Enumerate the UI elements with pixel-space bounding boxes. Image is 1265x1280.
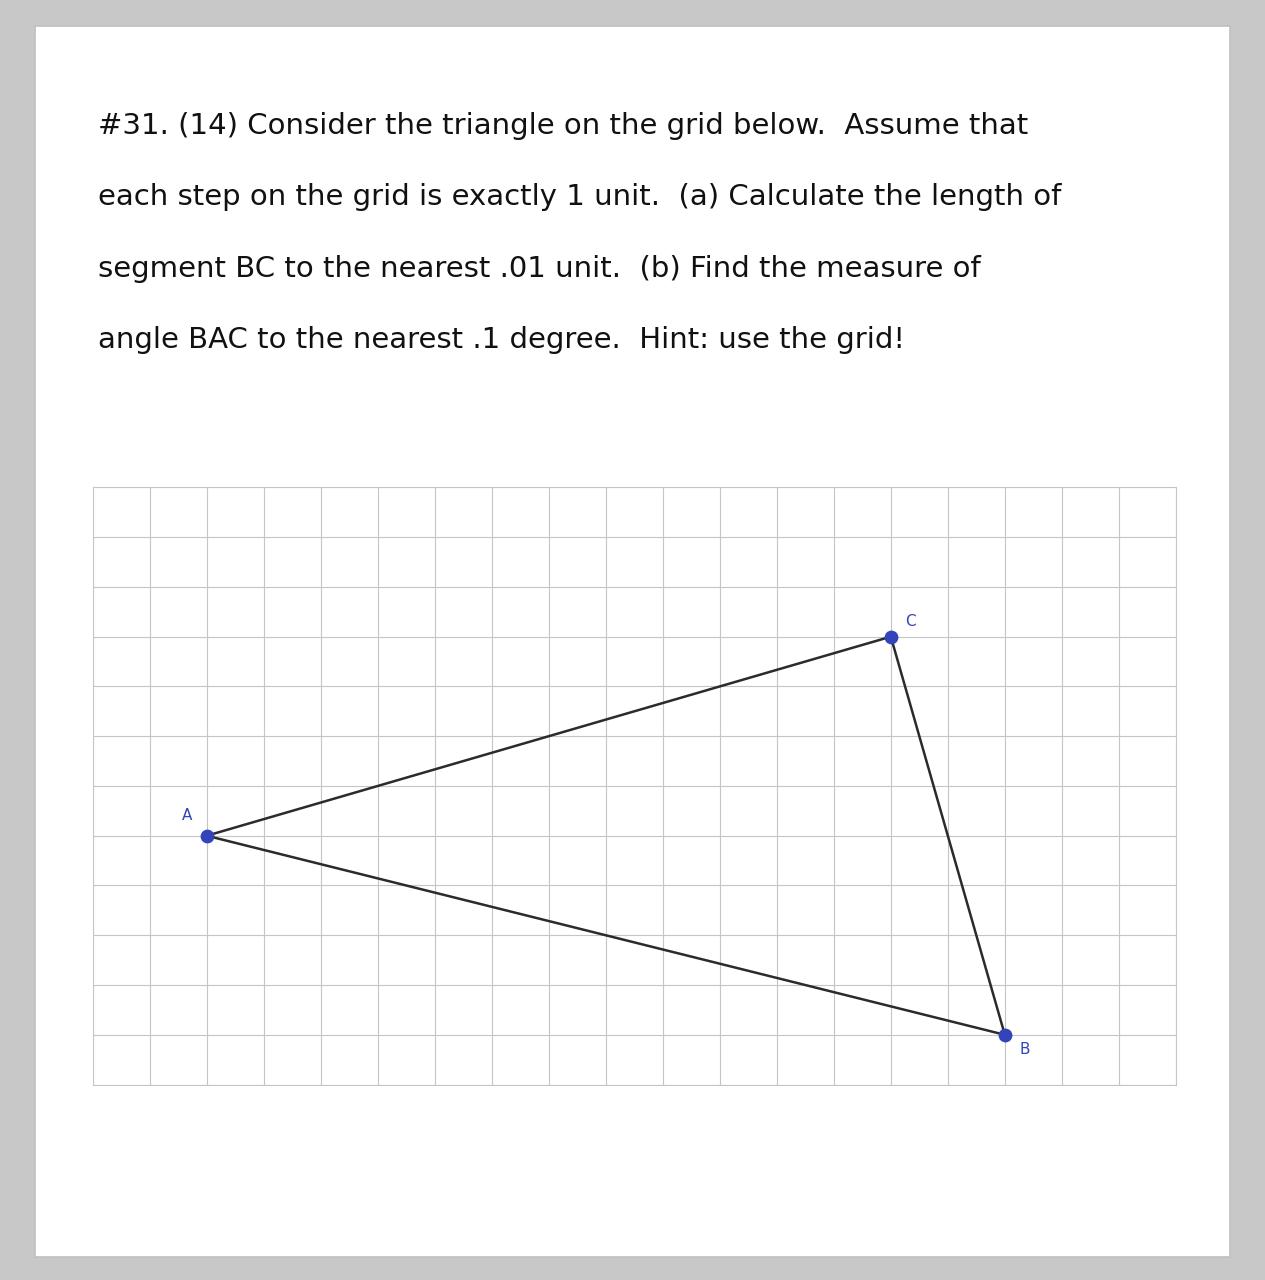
Text: segment BC to the nearest .01 unit.  (b) Find the measure of: segment BC to the nearest .01 unit. (b) … <box>97 255 980 283</box>
Text: angle BAC to the nearest .1 degree.  Hint: use the grid!: angle BAC to the nearest .1 degree. Hint… <box>97 326 904 355</box>
Point <box>994 1024 1015 1044</box>
Text: each step on the grid is exactly 1 unit.  (a) Calculate the length of: each step on the grid is exactly 1 unit.… <box>97 183 1061 211</box>
Text: A: A <box>182 808 192 823</box>
Point <box>196 826 216 846</box>
Text: #31. (14) Consider the triangle on the grid below.  Assume that: #31. (14) Consider the triangle on the g… <box>97 111 1027 140</box>
Text: C: C <box>904 614 916 630</box>
Point <box>880 626 901 646</box>
Text: B: B <box>1020 1042 1030 1057</box>
